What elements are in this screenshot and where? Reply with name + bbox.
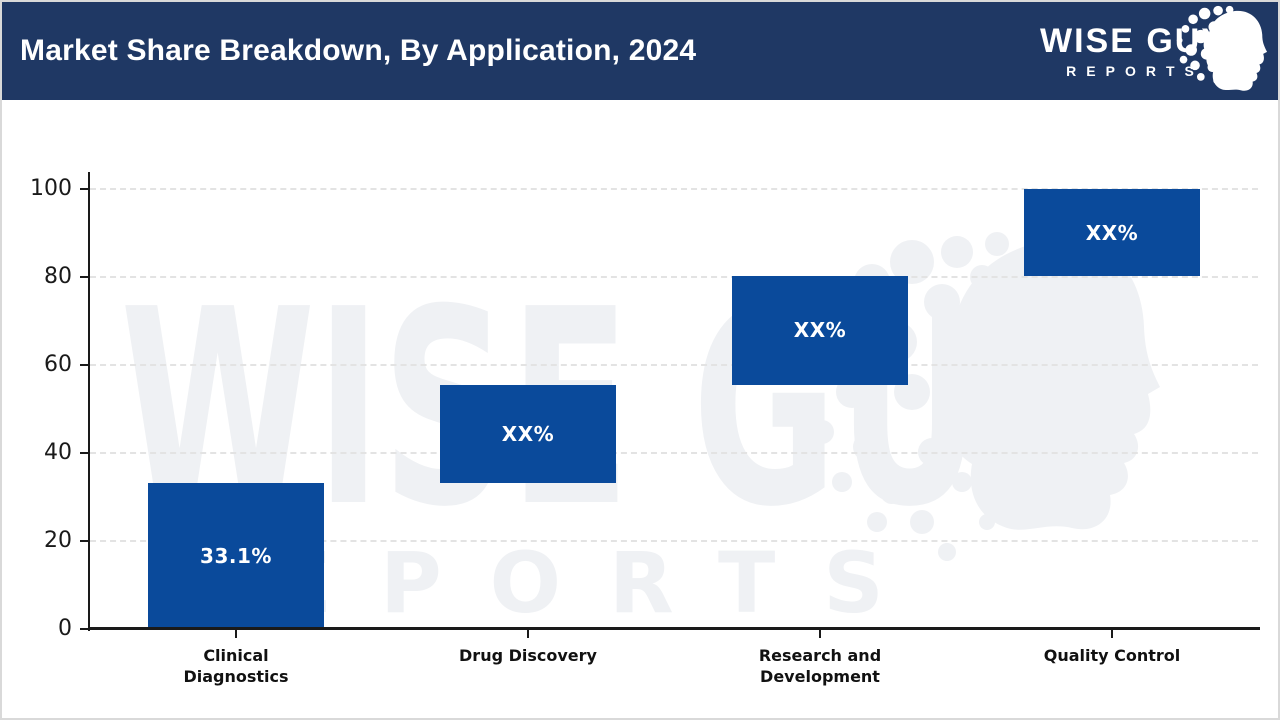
- bar-value-label: XX%: [1085, 220, 1139, 245]
- y-tick-label: 20: [44, 528, 72, 553]
- page-title: Market Share Breakdown, By Application, …: [20, 34, 697, 67]
- y-tick-label: 0: [58, 616, 72, 641]
- bar-value-label: XX%: [793, 318, 847, 343]
- y-axis-tick: [80, 276, 88, 278]
- y-axis-tick: [80, 452, 88, 454]
- y-tick-label: 60: [44, 352, 72, 377]
- gridline: [90, 540, 1258, 542]
- y-axis-tick: [80, 540, 88, 542]
- brand-logo-reports: REPORTS: [1066, 63, 1204, 79]
- brand-head-icon: [1176, 5, 1268, 91]
- y-axis-tick: [80, 364, 88, 366]
- bar-value-label: XX%: [501, 422, 555, 447]
- plot-area: 0 20 40 60 80 100 33.1% Clinical Diagnostics XX%…: [30, 172, 1260, 686]
- gridline: [90, 276, 1258, 278]
- x-axis-tick: [235, 630, 237, 638]
- x-axis-line: [88, 627, 1260, 630]
- gridline: [90, 364, 1258, 366]
- x-axis-tick: [819, 630, 821, 638]
- y-tick-label: 40: [44, 440, 72, 465]
- brand-logo: WISE GUY REPORTS: [1010, 4, 1268, 96]
- bar: XX%: [440, 384, 616, 484]
- bar: 33.1%: [148, 483, 324, 629]
- x-axis-tick: [1111, 630, 1113, 638]
- bar-value-label: 33.1%: [200, 544, 272, 569]
- x-axis-tick: [527, 630, 529, 638]
- x-tick-label: Quality Control: [1043, 646, 1181, 665]
- bar: XX%: [732, 276, 908, 385]
- y-axis-spine: [88, 172, 90, 631]
- y-axis-tick: [80, 628, 88, 630]
- x-tick-label: Clinical Diagnostics: [183, 646, 289, 686]
- bar: XX%: [1024, 189, 1200, 277]
- gridline: [90, 188, 1258, 190]
- x-tick-label: Drug Discovery: [459, 646, 597, 665]
- x-tick-label: Research and Development: [758, 646, 882, 686]
- y-tick-label: 80: [44, 264, 72, 289]
- header-bar: Market Share Breakdown, By Application, …: [2, 2, 1278, 100]
- y-tick-label: 100: [30, 176, 72, 201]
- gridline: [90, 452, 1258, 454]
- y-axis-tick: [80, 188, 88, 190]
